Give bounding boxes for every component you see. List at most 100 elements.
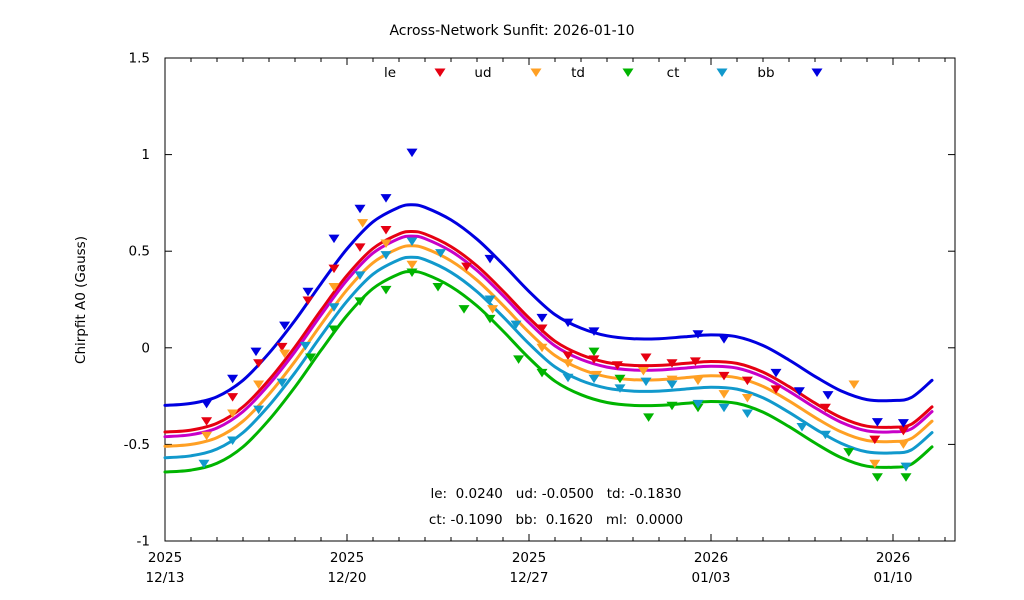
marker-bb [406, 148, 418, 158]
marker-ct [819, 430, 831, 440]
marker-ud [406, 260, 418, 270]
marker-ct [354, 271, 366, 280]
marker-td [900, 473, 912, 482]
marker-le [741, 376, 753, 386]
marker-ud [741, 394, 753, 403]
marker-ct [406, 237, 418, 247]
marker-bb [871, 418, 883, 427]
fit-annotation-line-2: ct: -0.1090 bb: 0.1620 ml: 0.0000 [428, 512, 684, 528]
marker-bb [380, 194, 392, 203]
marker-ud [869, 459, 881, 469]
x-tick-label-date: 01/10 [874, 570, 913, 586]
marker-bb [302, 287, 314, 297]
marker-le [354, 243, 366, 252]
marker-ud [357, 219, 369, 228]
marker-td [588, 347, 600, 357]
legend-label-bb: bb [757, 65, 774, 81]
marker-td [513, 355, 525, 364]
marker-le [611, 361, 623, 370]
marker-bb [588, 327, 600, 336]
marker-le [302, 296, 314, 305]
y-tick-label: 1.5 [129, 51, 150, 67]
marker-ud [201, 431, 213, 441]
y-tick-label: 0.5 [129, 244, 150, 260]
marker-bb [692, 330, 704, 339]
marker-ud [328, 282, 340, 292]
legend-marker-td [622, 68, 634, 77]
marker-le [869, 435, 881, 445]
marker-td [305, 353, 317, 362]
marker-le [562, 351, 574, 361]
marker-bb [250, 347, 262, 357]
x-tick-label-date: 12/20 [328, 570, 367, 586]
x-tick-label-year: 2025 [512, 550, 546, 566]
curve-bb [163, 203, 934, 407]
marker-ud [666, 375, 678, 385]
legend-label-ct: ct [667, 65, 680, 81]
y-tick-label: -0.5 [124, 437, 150, 453]
x-tick-label-year: 2026 [876, 550, 910, 566]
marker-ct [796, 423, 808, 432]
marker-ct [900, 462, 912, 472]
marker-ud [536, 343, 548, 353]
y-tick-label: 1 [141, 147, 150, 163]
x-tick-label-date: 12/27 [510, 570, 549, 586]
marker-ct [666, 380, 678, 390]
marker-ct [299, 341, 311, 351]
marker-bb [897, 419, 909, 428]
marker-td [666, 401, 678, 411]
marker-ud [380, 239, 392, 248]
marker-ct [510, 320, 522, 330]
fit-annotation-line-1: le: 0.0240 ud: -0.0500 td: -0.1830 [430, 486, 682, 502]
marker-td [458, 305, 470, 314]
marker-le [380, 225, 392, 235]
marker-ct [640, 377, 652, 387]
marker-ud [718, 390, 730, 399]
x-tick-label-date: 12/13 [146, 570, 185, 586]
marker-le [819, 403, 831, 413]
marker-ct [718, 403, 730, 413]
marker-le [536, 324, 548, 333]
marker-le [770, 385, 782, 394]
marker-ud [562, 359, 574, 368]
marker-td [871, 473, 883, 482]
marker-bb [770, 368, 782, 378]
marker-ct [328, 303, 340, 312]
marker-le [227, 393, 239, 402]
marker-bb [227, 374, 239, 384]
marker-td [614, 374, 626, 384]
marker-ct [380, 251, 392, 260]
marker-ud [637, 366, 649, 376]
legend-marker-le [434, 68, 446, 77]
marker-bb [201, 399, 213, 409]
marker-le [588, 355, 600, 364]
y-tick-label: -1 [137, 534, 150, 550]
legend-label-ud: ud [474, 65, 491, 81]
marker-bb [793, 387, 805, 396]
marker-le [201, 417, 213, 426]
marker-le [897, 426, 909, 436]
marker-td [843, 448, 855, 457]
x-tick-label-date: 01/03 [692, 570, 731, 586]
marker-le [718, 371, 730, 381]
marker-td [484, 314, 496, 324]
marker-td [354, 297, 366, 306]
legend-label-td: td [571, 65, 585, 81]
marker-bb [354, 204, 366, 214]
marker-td [536, 368, 548, 378]
marker-ct [227, 436, 239, 446]
marker-bb [484, 254, 496, 264]
marker-ud [692, 376, 704, 386]
marker-le [640, 353, 652, 362]
marker-bb [328, 234, 340, 244]
marker-le [276, 342, 288, 352]
chart-title: Across-Network Sunfit: 2026-01-10 [389, 23, 635, 39]
marker-ct [198, 459, 210, 469]
curve-le [163, 229, 934, 434]
marker-ud [279, 349, 291, 359]
marker-td [432, 282, 444, 292]
marker-le [253, 359, 265, 368]
marker-ud [487, 305, 499, 314]
